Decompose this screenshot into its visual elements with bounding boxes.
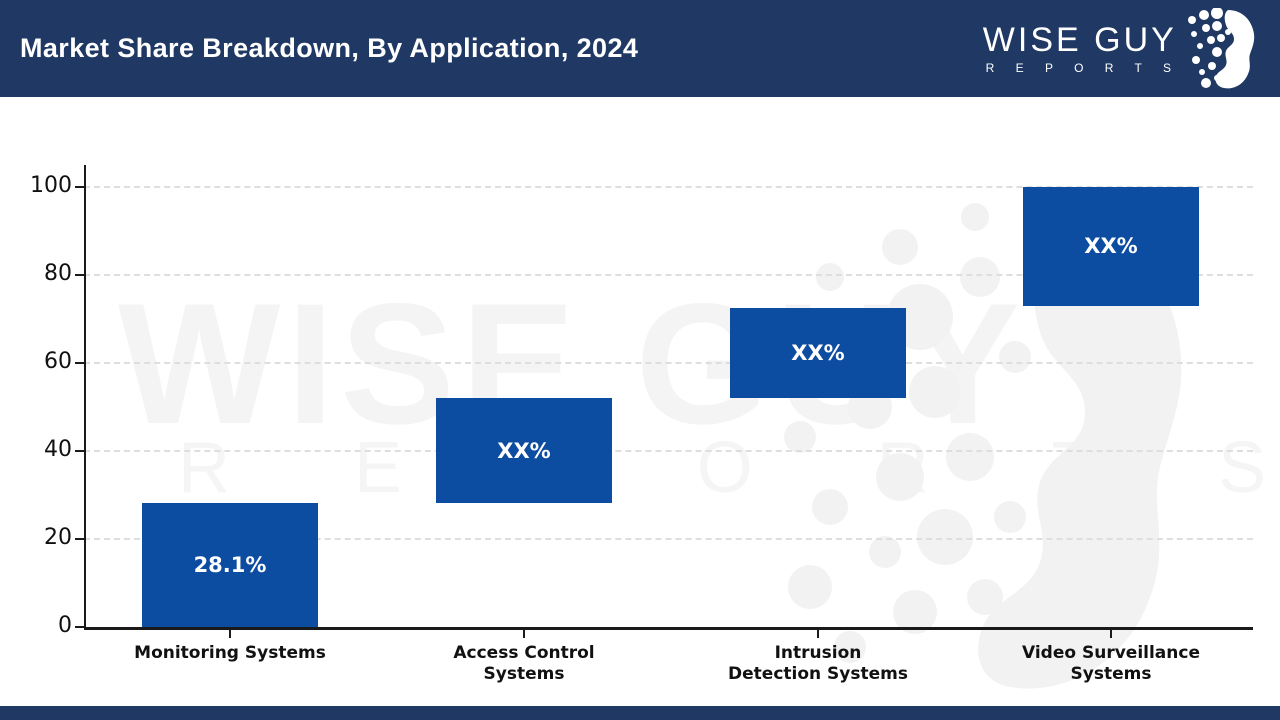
- y-tick-mark: [75, 538, 84, 540]
- y-axis-line: [84, 165, 86, 629]
- x-tick-mark: [817, 630, 819, 638]
- bar-value-label: XX%: [1084, 234, 1138, 259]
- x-category-label: Intrusion Detection Systems: [728, 643, 908, 685]
- watermark-face-icon: [768, 203, 1182, 689]
- x-category-label: Monitoring Systems: [134, 643, 326, 663]
- logo-face-icon: [1188, 7, 1255, 88]
- y-gridline: [84, 186, 1253, 188]
- chart-canvas: WISE GUY R E P O R T S 0 20 40 60 80 100 28.1%…: [0, 97, 1280, 706]
- bar-value-label: XX%: [791, 341, 845, 366]
- y-tick-label: 100: [30, 173, 72, 198]
- x-category-label: Video Surveillance Systems: [1022, 643, 1200, 685]
- bar-video-surveillance-systems: XX%: [1023, 187, 1199, 306]
- y-tick-label: 0: [58, 613, 72, 638]
- bar-access-control-systems: XX%: [436, 398, 612, 504]
- y-gridline: [84, 274, 1253, 276]
- y-gridline: [84, 450, 1253, 452]
- y-tick-mark: [75, 450, 84, 452]
- y-tick-label: 20: [44, 525, 72, 550]
- y-gridline: [84, 362, 1253, 364]
- y-tick-mark: [75, 626, 84, 628]
- x-tick-mark: [1110, 630, 1112, 638]
- x-tick-mark: [229, 630, 231, 638]
- y-tick-label: 80: [44, 261, 72, 286]
- bar-value-label: XX%: [497, 438, 551, 463]
- logo-text: WISE GUY R E P O R T S: [980, 23, 1180, 75]
- x-category-label: Access Control Systems: [453, 643, 595, 685]
- bar-intrusion-detection-systems: XX%: [730, 308, 906, 399]
- y-tick-label: 40: [44, 437, 72, 462]
- page-title: Market Share Breakdown, By Application, …: [20, 33, 639, 63]
- footer-bar: [0, 706, 1280, 720]
- y-tick-mark: [75, 274, 84, 276]
- brand-logo: WISE GUY R E P O R T S: [980, 7, 1256, 90]
- y-tick-label: 60: [44, 349, 72, 374]
- logo-wordmark: WISE GUY: [982, 20, 1177, 59]
- x-tick-mark: [523, 630, 525, 638]
- bar-monitoring-systems: 28.1%: [142, 503, 318, 627]
- bar-value-label: 28.1%: [193, 553, 267, 578]
- y-tick-mark: [75, 186, 84, 188]
- header-bar: Market Share Breakdown, By Application, …: [0, 0, 1280, 97]
- y-tick-mark: [75, 362, 84, 364]
- x-axis-line: [84, 627, 1253, 630]
- y-gridline: [84, 538, 1253, 540]
- logo-subtext: R E P O R T S: [985, 60, 1180, 75]
